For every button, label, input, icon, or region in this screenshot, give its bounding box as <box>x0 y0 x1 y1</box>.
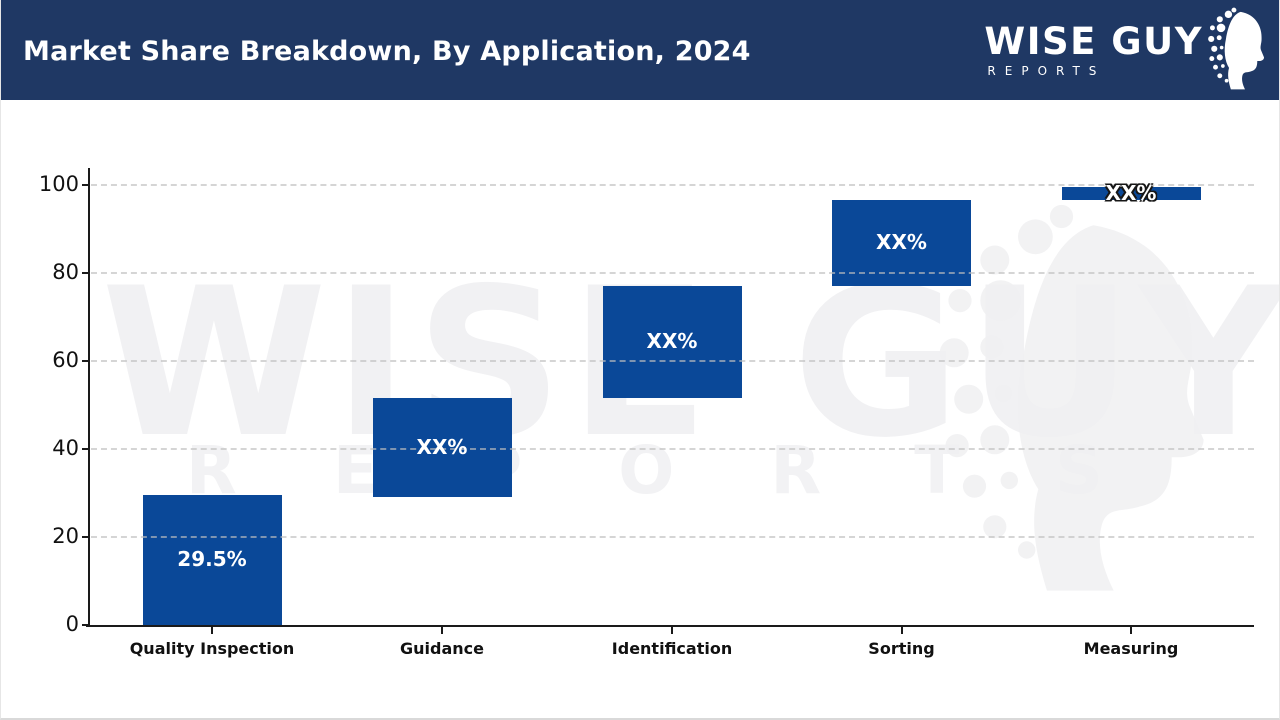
gridline-60 <box>91 360 1254 362</box>
watermark-head-icon <box>939 204 1204 591</box>
y-tick-0 <box>82 624 89 626</box>
x-tick-quality-inspection <box>211 627 213 634</box>
bar-value-label-sorting: XX% <box>876 230 927 255</box>
category-label-identification: Identification <box>611 639 733 658</box>
gridline-100 <box>91 184 1254 186</box>
brand-logo-text: WISE GUY REPORTS <box>984 23 1203 78</box>
y-tick-label-40: 40 <box>52 436 79 460</box>
y-tick-label-0: 0 <box>65 612 79 636</box>
x-tick-guidance <box>441 627 443 634</box>
y-tick-80 <box>82 272 89 274</box>
bar-sorting <box>832 200 971 287</box>
bar-measuring <box>1061 187 1201 201</box>
gridline-20 <box>91 536 1254 538</box>
category-label-guidance: Guidance <box>400 639 484 658</box>
bar-value-label-identification: XX% <box>646 329 698 354</box>
y-tick-label-60: 60 <box>52 348 79 372</box>
bar-value-label-measuring: XX% <box>1105 180 1157 205</box>
category-label-sorting: Sorting <box>868 639 935 658</box>
x-tick-measuring <box>1130 627 1132 634</box>
bar-value-label-quality-inspection: 29.5% <box>177 547 247 572</box>
gridline-40 <box>91 448 1254 450</box>
y-tick-label-80: 80 <box>52 260 79 284</box>
brand-logo: WISE GUY REPORTS <box>984 6 1269 94</box>
bar-guidance <box>372 398 512 498</box>
y-axis-line <box>88 168 90 627</box>
category-label-quality-inspection: Quality Inspection <box>129 639 295 658</box>
head-profile-icon <box>1208 7 1265 90</box>
y-tick-100 <box>82 184 89 186</box>
y-tick-label-20: 20 <box>52 524 79 548</box>
x-tick-identification <box>671 627 673 634</box>
x-axis-line <box>86 625 1254 627</box>
y-tick-40 <box>82 448 89 450</box>
y-tick-label-100: 100 <box>38 172 79 196</box>
x-tick-sorting <box>900 627 903 634</box>
page-title: Market Share Breakdown, By Application, … <box>23 36 751 67</box>
bar-value-label-guidance: XX% <box>416 434 468 459</box>
logo-wordmark: WISE GUY <box>984 19 1203 63</box>
bar-identification <box>602 286 742 399</box>
y-tick-60 <box>82 360 89 362</box>
gridline-80 <box>91 272 1254 274</box>
category-label-measuring: Measuring <box>1083 639 1179 658</box>
y-tick-20 <box>82 536 89 538</box>
bar-quality-inspection <box>142 495 282 625</box>
logo-subtext: REPORTS <box>987 63 1106 78</box>
header-bar: Market Share Breakdown, By Application, … <box>1 0 1279 100</box>
plot-area: 0 20 40 60 80 100 29.5% Quality Inspection XX% Gu… <box>1 100 1279 690</box>
